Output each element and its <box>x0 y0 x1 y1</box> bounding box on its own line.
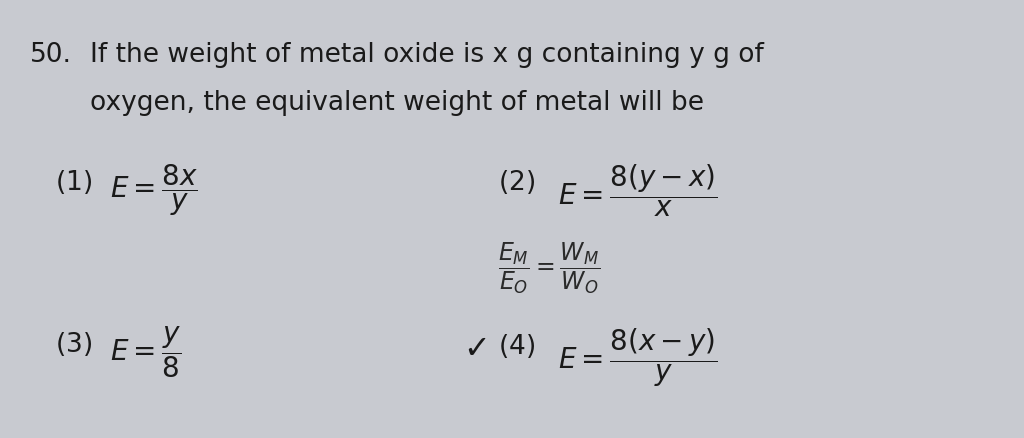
Text: $\dfrac{E_M}{E_O} = \dfrac{W_M}{W_O}$: $\dfrac{E_M}{E_O} = \dfrac{W_M}{W_O}$ <box>498 240 600 296</box>
Text: 50.: 50. <box>30 42 72 68</box>
Text: If the weight of metal oxide is x g containing y g of: If the weight of metal oxide is x g cont… <box>90 42 764 68</box>
Text: $E = \dfrac{8(x - y)}{y}$: $E = \dfrac{8(x - y)}{y}$ <box>558 326 718 389</box>
Text: $(2)$: $(2)$ <box>498 168 536 196</box>
Text: $E = \dfrac{8(y - x)}{x}$: $E = \dfrac{8(y - x)}{x}$ <box>558 162 718 219</box>
Text: $E = \dfrac{y}{8}$: $E = \dfrac{y}{8}$ <box>110 324 181 380</box>
Text: oxygen, the equivalent weight of metal will be: oxygen, the equivalent weight of metal w… <box>90 90 705 116</box>
Text: $(3)$: $(3)$ <box>55 330 92 358</box>
Text: $E = \dfrac{8x}{y}$: $E = \dfrac{8x}{y}$ <box>110 162 198 218</box>
Text: $\checkmark$: $\checkmark$ <box>463 332 486 363</box>
Text: $(1)$: $(1)$ <box>55 168 92 196</box>
Text: $(4)$: $(4)$ <box>498 332 536 360</box>
